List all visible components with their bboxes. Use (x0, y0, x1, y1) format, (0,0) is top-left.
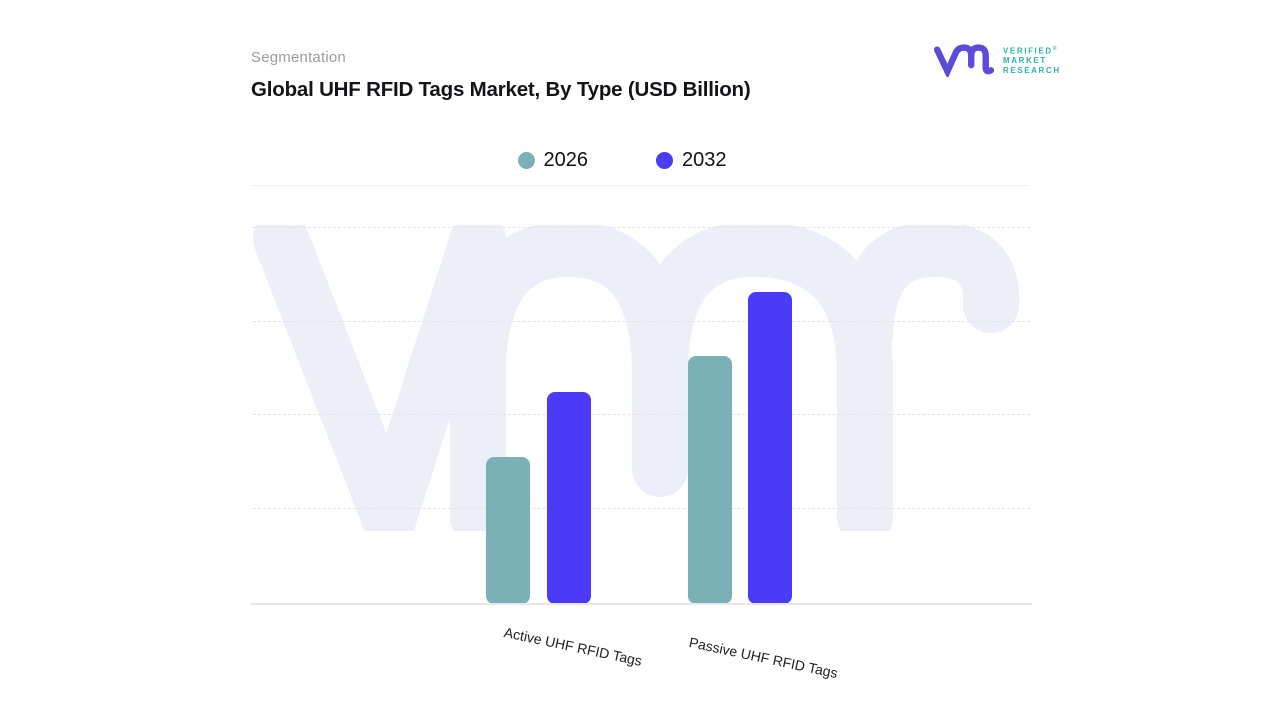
legend-item-2032[interactable]: 2032 (656, 149, 727, 172)
legend-swatch-2032 (656, 151, 673, 169)
legend-item-2026[interactable]: 2026 (517, 148, 589, 172)
bar-2032-active-uhf-rfid-tags[interactable] (547, 392, 591, 604)
gridline-4 (253, 227, 1030, 228)
bar-2032-passive-uhf-rfid-tags[interactable] (748, 292, 792, 604)
legend-swatch-2026 (517, 151, 535, 169)
logo-line-research: RESEARCH (1003, 65, 1061, 75)
legend-label-2026: 2026 (543, 148, 589, 171)
vmr-logo: VERIFIED® MARKET RESEARCH (933, 40, 1083, 80)
logo-line-market: MARKET (1003, 56, 1047, 66)
gridline-2 (253, 414, 1030, 415)
bar-2026-passive-uhf-rfid-tags[interactable] (688, 356, 732, 604)
registered-mark: ® (1052, 45, 1057, 52)
x-axis-line (251, 603, 1032, 605)
vmr-monogram-icon (933, 44, 995, 77)
bar-2026-active-uhf-rfid-tags[interactable] (486, 457, 530, 604)
vmr-watermark-icon (253, 225, 1019, 531)
gridline-1 (253, 508, 1030, 509)
vmr-logo-text: VERIFIED® MARKET RESEARCH (1003, 45, 1061, 75)
page-title: Global UHF RFID Tags Market, By Type (US… (251, 78, 751, 101)
chart-legend: 2026 2032 (233, 147, 1011, 173)
plot-area (251, 225, 1032, 605)
bars-layer (253, 227, 1030, 605)
gridline-3 (253, 321, 1030, 322)
logo-line-verified: VERIFIED (1003, 46, 1053, 56)
x-axis-label-passive: Passive UHF RFID Tags (687, 634, 840, 682)
legend-separator-line (251, 185, 1029, 186)
x-axis-label-active: Active UHF RFID Tags (502, 624, 644, 669)
legend-label-2032: 2032 (682, 148, 727, 171)
eyebrow-label: Segmentation (251, 49, 346, 66)
